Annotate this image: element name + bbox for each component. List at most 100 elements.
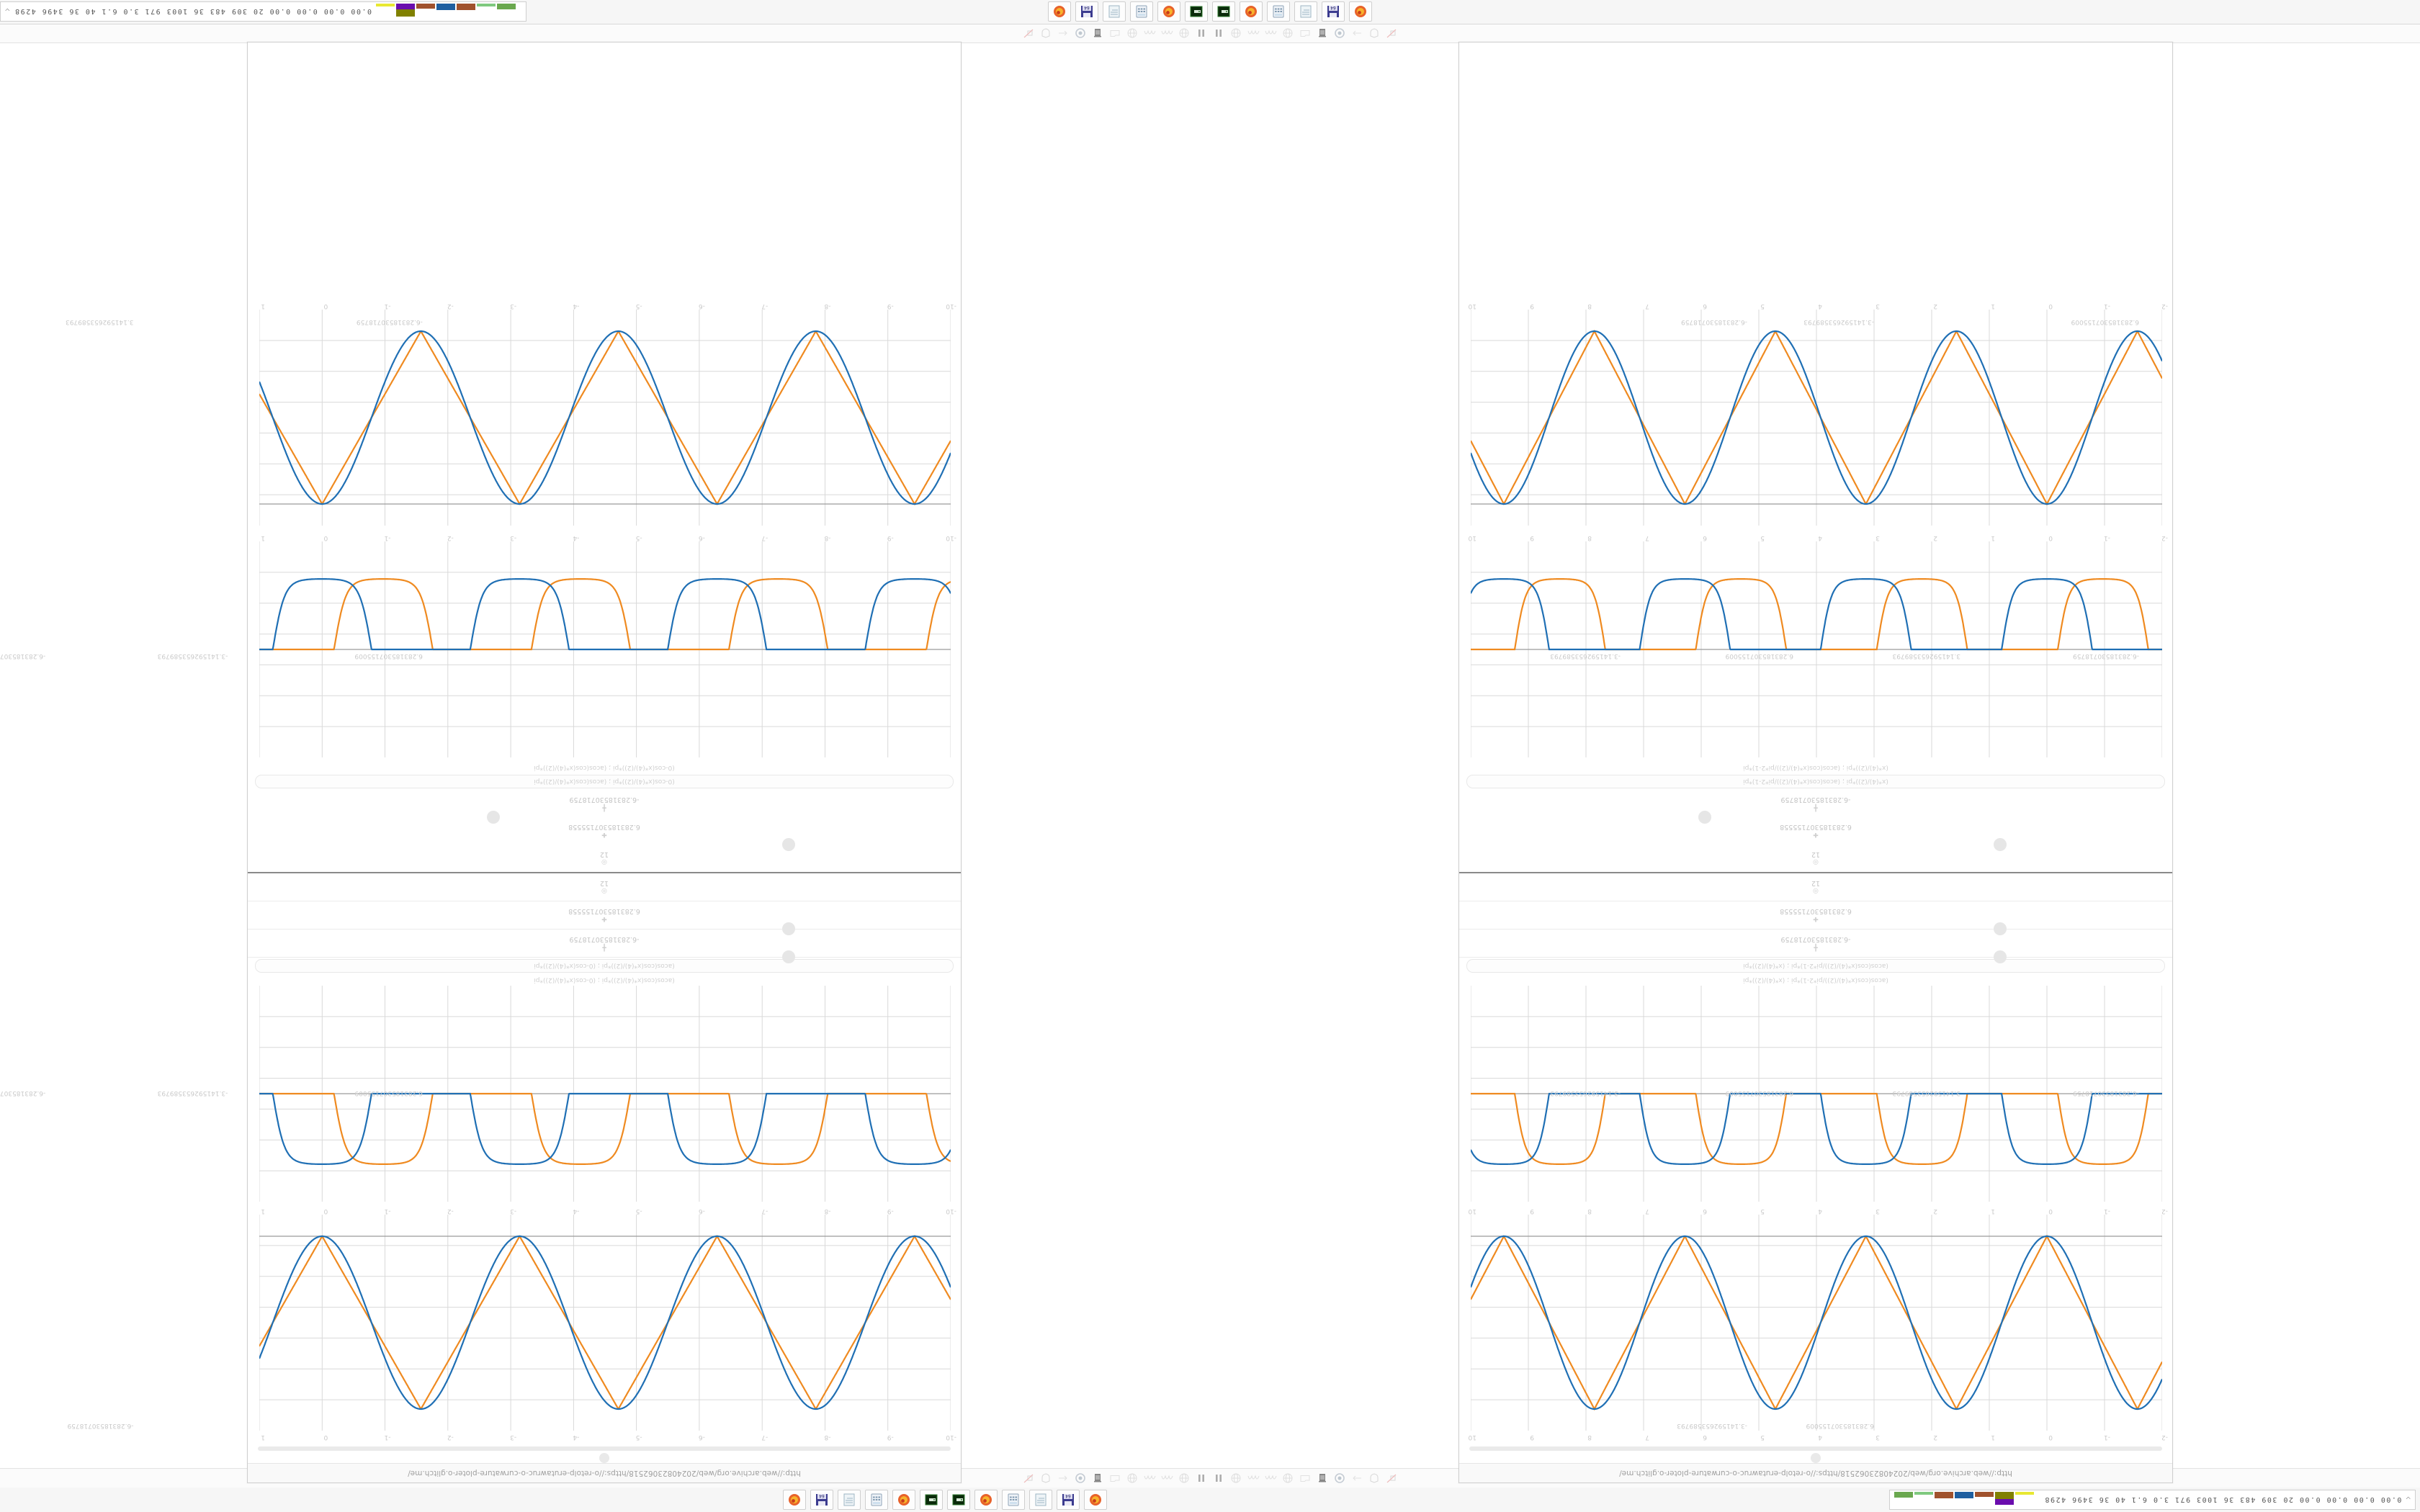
- wave-icon[interactable]: [1245, 26, 1261, 40]
- move-icon[interactable]: ✚: [1813, 831, 1819, 839]
- tab-favicon[interactable]: [1811, 1453, 1821, 1463]
- launcher-floppy-64[interactable]: 64: [1056, 1490, 1080, 1510]
- launcher-terminal[interactable]: [919, 1490, 943, 1510]
- target-icon[interactable]: ◎: [601, 887, 607, 895]
- equation-input-lower[interactable]: (x*(4)/(2))*pi ; (acos(cos(x*(4)/(2))/pi…: [1466, 775, 2165, 788]
- browser-chrome[interactable]: http://web.archive.org/web/2024082306251…: [1459, 1463, 2172, 1482]
- slider-knob[interactable]: [1994, 838, 2007, 851]
- control-row-range-min[interactable]: ✚ 6.283185307155558: [1459, 901, 2172, 935]
- browser-chrome[interactable]: http://web.archive.org/web/2024082306251…: [248, 1463, 961, 1482]
- move-vertical-icon[interactable]: ╋: [1814, 804, 1818, 811]
- no-entry-icon[interactable]: [1384, 1471, 1399, 1485]
- control-row-range-max-lower[interactable]: ╋ -6.28318530718759: [248, 790, 961, 824]
- move-icon[interactable]: ✚: [601, 915, 607, 923]
- no-entry-icon[interactable]: [1384, 26, 1399, 40]
- launcher-notepad[interactable]: [1028, 1490, 1052, 1510]
- record-icon[interactable]: [1072, 1471, 1088, 1485]
- url-bar[interactable]: http://web.archive.org/web/2024082306251…: [1619, 1469, 2012, 1477]
- slider-knob[interactable]: [782, 838, 795, 851]
- trash-icon[interactable]: [1090, 26, 1106, 40]
- chevron-double-icon-2[interactable]: ⌵: [5, 6, 10, 17]
- slider-knob[interactable]: [1698, 811, 1711, 824]
- shield-icon[interactable]: [1366, 26, 1382, 40]
- move-icon[interactable]: ✚: [601, 831, 607, 839]
- launcher-calculator[interactable]: [1001, 1490, 1025, 1510]
- launcher-calculator[interactable]: [1267, 1, 1290, 22]
- slider-knob[interactable]: [1994, 950, 2007, 963]
- shield-icon[interactable]: [1038, 26, 1054, 40]
- launcher-terminal[interactable]: [1212, 1, 1235, 22]
- window-icon[interactable]: [1107, 1471, 1123, 1485]
- window-icon[interactable]: [1107, 26, 1123, 40]
- launcher-floppy-64[interactable]: 64: [1322, 1, 1345, 22]
- control-row-range-max[interactable]: ╋ -6.28318530718759: [248, 930, 961, 963]
- arrow-left-icon[interactable]: [1055, 1471, 1071, 1485]
- globe-icon[interactable]: [1176, 1471, 1192, 1485]
- launcher-notepad[interactable]: [1103, 1, 1126, 22]
- wave-icon[interactable]: [1263, 26, 1278, 40]
- arrow-right-icon[interactable]: [1349, 1471, 1365, 1485]
- globe-icon[interactable]: [1124, 1471, 1140, 1485]
- wave-icon[interactable]: [1142, 26, 1157, 40]
- target-icon[interactable]: ◎: [1813, 887, 1819, 895]
- globe-icon[interactable]: [1176, 26, 1192, 40]
- launcher-firefox[interactable]: [782, 1490, 806, 1510]
- trash-icon[interactable]: [1314, 26, 1330, 40]
- shield-icon[interactable]: [1038, 1471, 1054, 1485]
- trash-icon[interactable]: [1314, 1471, 1330, 1485]
- launcher-notepad[interactable]: [1294, 1, 1317, 22]
- window-icon[interactable]: [1297, 26, 1313, 40]
- move-icon[interactable]: ✚: [1813, 915, 1819, 923]
- launcher-terminal[interactable]: [1185, 1, 1208, 22]
- url-bar[interactable]: http://web.archive.org/web/2024082306251…: [408, 1469, 801, 1477]
- launcher-firefox[interactable]: [1240, 1, 1263, 22]
- chevron-double-icon[interactable]: ⌵: [2406, 1495, 2411, 1505]
- control-row-range-max[interactable]: ╋ -6.28318530718759: [1459, 930, 2172, 963]
- wave-icon[interactable]: [1142, 1471, 1157, 1485]
- slider-knob[interactable]: [487, 811, 500, 824]
- move-vertical-icon[interactable]: ╋: [1814, 943, 1818, 951]
- control-row-range-min[interactable]: ✚ 6.283185307155558: [248, 901, 961, 935]
- launcher-firefox[interactable]: [1083, 1490, 1107, 1510]
- launcher-firefox[interactable]: [974, 1490, 998, 1510]
- globe-icon[interactable]: [1280, 26, 1296, 40]
- launcher-terminal[interactable]: [946, 1490, 970, 1510]
- target-icon[interactable]: ◎: [1813, 858, 1819, 866]
- globe-icon[interactable]: [1228, 26, 1244, 40]
- launcher-floppy-64[interactable]: 64: [810, 1490, 833, 1510]
- trash-icon[interactable]: [1090, 1471, 1106, 1485]
- globe-icon[interactable]: [1228, 1471, 1244, 1485]
- plot-top[interactable]: 1 0 -1 -2 -3 -4 -5 -6 -7 -8 -9 -10 -6.28318530718759…: [67, 1207, 956, 1441]
- arrow-right-icon[interactable]: [1349, 26, 1365, 40]
- window-icon[interactable]: [1297, 1471, 1313, 1485]
- target-icon[interactable]: ◎: [601, 858, 607, 866]
- control-row-range-min-lower[interactable]: ✚ 6.283185307155558: [248, 817, 961, 851]
- wave-icon[interactable]: [1159, 26, 1175, 40]
- equation-input-upper[interactable]: (acos(cos(x*(4)/(2))/pi*2-1)*pi ; (x*(4)…: [1466, 959, 2165, 973]
- browser-window-left[interactable]: http://web.archive.org/web/2024082306251…: [1458, 42, 2173, 1483]
- system-monitor-widget-2[interactable]: 0.00 0.00 0.00 0.00 20 309 483 36 1003 9…: [0, 1, 526, 22]
- wave-icon[interactable]: [1159, 1471, 1175, 1485]
- record-icon[interactable]: [1072, 26, 1088, 40]
- slider-knob[interactable]: [782, 922, 795, 935]
- globe-icon[interactable]: [1280, 1471, 1296, 1485]
- record-icon[interactable]: [1332, 1471, 1348, 1485]
- plot-bottom[interactable]: 1 0 -1 -2 -3 -4 -5 -6 -7 -8 -9 -10 -6.28318530718759…: [66, 302, 956, 526]
- pause-icon[interactable]: [1211, 1471, 1227, 1485]
- plot-third[interactable]: -6.28318530718759 3.141592653589793 6.2831…: [1469, 534, 2168, 757]
- no-entry-icon[interactable]: [1021, 26, 1036, 40]
- control-row-range-max-lower[interactable]: ╋ -6.28318530718759: [1459, 790, 2172, 824]
- plot-bottom[interactable]: -2 -1 0 1 2 3 4 5 6 7 8 9 10 6.283185307155009 -3.1415…: [1469, 302, 2168, 526]
- wave-icon[interactable]: [1263, 1471, 1278, 1485]
- control-row-step-count-lower[interactable]: ◎ 12: [1459, 845, 2172, 872]
- plot-top[interactable]: -2 -1 0 1 2 3 4 5 6 7 8 9 10 6.283185307155009 -3.1415…: [1469, 1207, 2168, 1441]
- plot-second[interactable]: -6.28318530718759 3.141592653589793 6.2831…: [1469, 986, 2162, 1202]
- launcher-firefox[interactable]: [1349, 1, 1372, 22]
- pause-icon[interactable]: [1193, 1471, 1209, 1485]
- launcher-calculator[interactable]: [1130, 1, 1153, 22]
- control-row-range-min-lower[interactable]: ✚ 6.283185307155558: [1459, 817, 2172, 851]
- slider-knob[interactable]: [1994, 922, 2007, 935]
- arrow-left-icon[interactable]: [1055, 26, 1071, 40]
- slider-knob[interactable]: [782, 950, 795, 963]
- wave-icon[interactable]: [1245, 1471, 1261, 1485]
